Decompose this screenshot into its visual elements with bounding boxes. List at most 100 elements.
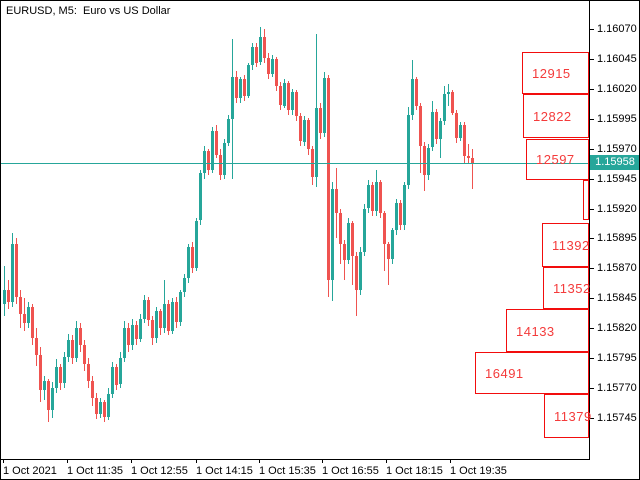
volume-profile-value: 16491 bbox=[485, 366, 524, 382]
candle bbox=[67, 340, 70, 357]
candle bbox=[451, 92, 454, 113]
price-tick bbox=[590, 59, 594, 60]
candle bbox=[239, 79, 242, 99]
candle bbox=[383, 213, 386, 245]
candle bbox=[179, 292, 182, 323]
candle bbox=[95, 397, 98, 415]
candle bbox=[283, 82, 286, 106]
price-tick bbox=[590, 89, 594, 90]
candle bbox=[395, 202, 398, 230]
candle bbox=[295, 92, 298, 117]
candle bbox=[71, 340, 74, 359]
volume-profile-row[interactable]: 11352 bbox=[543, 267, 591, 310]
candle bbox=[223, 142, 226, 175]
volume-profile-row[interactable]: 12822 bbox=[523, 93, 589, 138]
candle bbox=[355, 256, 358, 290]
candle bbox=[171, 301, 174, 331]
candle bbox=[335, 189, 338, 214]
candle bbox=[11, 244, 14, 302]
price-tick-label: 1.15970 bbox=[597, 143, 637, 155]
candle bbox=[235, 76, 238, 99]
candle bbox=[111, 366, 114, 394]
candle bbox=[51, 388, 54, 410]
candle bbox=[319, 108, 322, 134]
candle bbox=[263, 37, 266, 58]
price-tick bbox=[590, 268, 594, 269]
candle bbox=[443, 93, 446, 122]
candle bbox=[459, 124, 462, 138]
time-tick-label: 1 Oct 12:55 bbox=[131, 465, 188, 477]
volume-profile-value: 11392 bbox=[552, 237, 590, 253]
candle bbox=[147, 299, 150, 320]
candle bbox=[99, 402, 102, 415]
price-tick-label: 1.16070 bbox=[597, 23, 637, 35]
candle bbox=[91, 380, 94, 398]
candle bbox=[315, 108, 318, 178]
candle bbox=[407, 115, 410, 185]
candle bbox=[75, 328, 78, 359]
candle bbox=[123, 328, 126, 359]
candle bbox=[55, 366, 58, 388]
candle bbox=[267, 57, 270, 75]
candle bbox=[151, 319, 154, 338]
candle bbox=[23, 313, 26, 324]
candle bbox=[259, 37, 262, 63]
candle bbox=[3, 289, 6, 305]
candle bbox=[175, 301, 178, 323]
price-tick bbox=[590, 29, 594, 30]
volume-profile-row[interactable] bbox=[583, 179, 589, 221]
candle bbox=[79, 328, 82, 345]
candle bbox=[363, 208, 366, 252]
candle bbox=[359, 251, 362, 290]
price-tick-label: 1.15895 bbox=[597, 232, 637, 244]
candle bbox=[271, 58, 274, 75]
candle bbox=[331, 189, 334, 281]
chart-plot-area[interactable] bbox=[1, 1, 589, 459]
price-tick-label: 1.15995 bbox=[597, 113, 637, 125]
candle bbox=[379, 182, 382, 214]
candle bbox=[411, 79, 414, 116]
volume-profile-row[interactable]: 12915 bbox=[522, 51, 589, 94]
candle bbox=[227, 118, 230, 143]
candle-wick bbox=[388, 242, 389, 286]
candle bbox=[287, 82, 290, 111]
price-tick bbox=[590, 328, 594, 329]
volume-profile-row[interactable]: 14133 bbox=[506, 309, 589, 353]
price-tick bbox=[590, 119, 594, 120]
candle bbox=[103, 402, 106, 417]
candle bbox=[207, 151, 210, 171]
candle bbox=[59, 366, 62, 384]
volume-profile-value: 11352 bbox=[553, 281, 591, 297]
candle bbox=[83, 345, 86, 365]
price-tick bbox=[590, 418, 594, 419]
candle bbox=[347, 222, 350, 260]
candle bbox=[163, 304, 166, 329]
volume-profile-row[interactable]: 11392 bbox=[542, 222, 590, 268]
candle bbox=[251, 47, 254, 65]
candle bbox=[291, 92, 294, 111]
time-tick bbox=[322, 460, 323, 463]
time-tick-label: 1 Oct 2021 bbox=[3, 465, 57, 477]
time-tick bbox=[3, 460, 4, 463]
volume-profile-row[interactable]: 11379 bbox=[544, 394, 591, 439]
candle bbox=[455, 112, 458, 138]
candle bbox=[431, 111, 434, 148]
candle bbox=[27, 306, 30, 324]
volume-profile-row[interactable]: 12597 bbox=[526, 139, 589, 180]
candle bbox=[215, 130, 218, 155]
time-tick bbox=[196, 460, 197, 463]
candle bbox=[367, 184, 370, 209]
candle bbox=[135, 324, 138, 339]
price-tick-label: 1.15845 bbox=[597, 292, 637, 304]
candle bbox=[303, 120, 306, 142]
candle bbox=[339, 213, 342, 245]
candle-wick bbox=[468, 143, 469, 163]
candle bbox=[403, 184, 406, 226]
price-tick-label: 1.15945 bbox=[597, 173, 637, 185]
volume-profile-row[interactable]: 16491 bbox=[475, 352, 589, 394]
candle bbox=[423, 146, 426, 175]
candle bbox=[7, 289, 10, 302]
price-tick-label: 1.15795 bbox=[597, 352, 637, 364]
candle bbox=[195, 220, 198, 269]
price-tick-label: 1.15820 bbox=[597, 322, 637, 334]
